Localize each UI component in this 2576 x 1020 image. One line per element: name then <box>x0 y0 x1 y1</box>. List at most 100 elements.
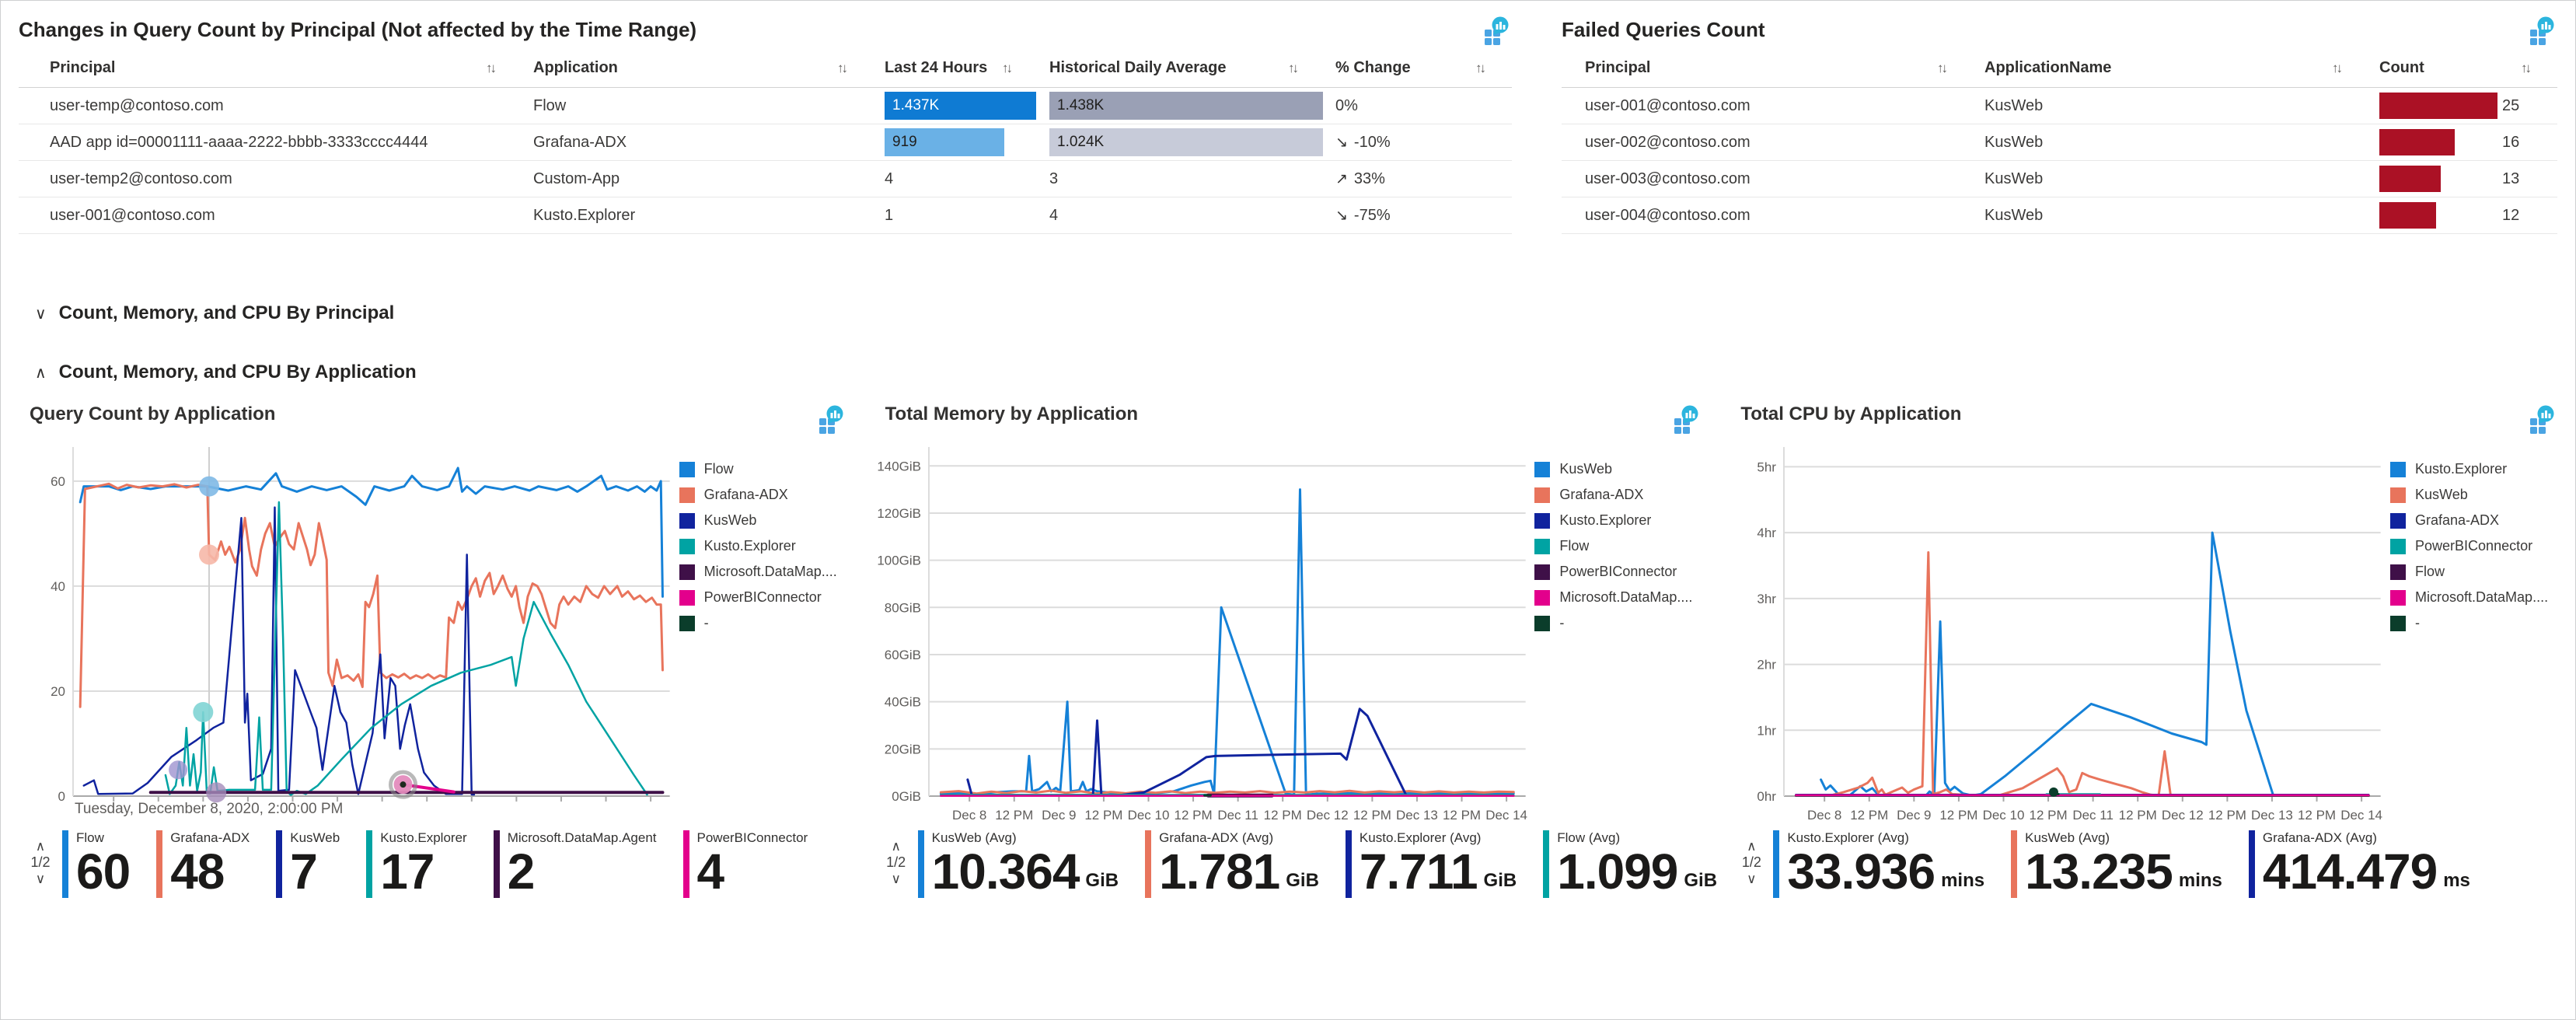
cell-hist-avg: 1.438K <box>1038 92 1325 120</box>
explore-query-icon[interactable] <box>814 403 846 436</box>
change-value: 0% <box>1335 96 1358 114</box>
col-application[interactable]: Application ↑↓ <box>522 59 874 77</box>
charts-row: Query Count by Application 0 20 40 60 Flow Gr… <box>1 383 2575 899</box>
chart-title: Query Count by Application <box>30 403 276 424</box>
failed-table-body: user-001@contoso.com KusWeb 25 user-002@con… <box>1562 88 2557 234</box>
sort-icon[interactable]: ↑↓ <box>2332 60 2343 75</box>
stat-unit: GiB <box>1684 870 1718 892</box>
legend-item[interactable]: Grafana-ADX <box>679 487 846 503</box>
x-tick-label: Dec 10 <box>1983 808 2025 823</box>
stat-color-bar <box>493 830 500 899</box>
y-tick-label: 0GiB <box>892 789 921 804</box>
cell-last24: 1.437K <box>874 92 1038 120</box>
stat-label: Flow <box>76 830 104 845</box>
section-by-application[interactable]: ∧ Count, Memory, and CPU By Application <box>1 362 2575 383</box>
legend-item[interactable]: PowerBIConnector <box>1534 564 1702 580</box>
x-tick-label: Dec 14 <box>1485 808 1527 823</box>
sort-icon[interactable]: ↑↓ <box>2521 60 2532 75</box>
legend-item[interactable]: Flow <box>679 461 846 477</box>
section-by-principal[interactable]: ∨ Count, Memory, and CPU By Principal <box>1 302 2575 324</box>
y-tick-label: 20GiB <box>884 742 920 756</box>
x-tick-label: Dec 9 <box>1042 808 1076 823</box>
legend-item[interactable]: PowerBIConnector <box>2390 538 2557 554</box>
legend-label: - <box>1559 615 1565 631</box>
sort-icon[interactable]: ↑↓ <box>1475 60 1486 75</box>
legend-item[interactable]: Kusto.Explorer <box>1534 512 1702 529</box>
legend-item[interactable]: Kusto.Explorer <box>679 538 846 554</box>
chart-legend: Flow Grafana-ADX KusWeb Kusto.Explorer Micro… <box>679 435 846 827</box>
chart-plot[interactable]: 0 20 40 60 <box>19 435 679 827</box>
legend-item[interactable]: - <box>679 615 846 631</box>
page-down-button[interactable]: ∨ <box>35 872 46 886</box>
sort-icon[interactable]: ↑↓ <box>1288 60 1299 75</box>
col-pct-change[interactable]: % Change ↑↓ <box>1325 59 1512 77</box>
legend-item[interactable]: KusWeb <box>679 512 846 529</box>
stat-value-row: 7 <box>290 845 340 898</box>
legend-item[interactable]: Microsoft.DataMap.... <box>1534 589 1702 606</box>
x-tick-label: 12 PM <box>1263 808 1301 823</box>
sort-icon[interactable]: ↑↓ <box>837 60 848 75</box>
legend-item[interactable]: Microsoft.DataMap.... <box>2390 589 2557 606</box>
col-principal[interactable]: Principal ↑↓ <box>1562 59 1974 77</box>
table-row: user-001@contoso.com Kusto.Explorer 1 4 ↘ -75… <box>19 197 1512 234</box>
sort-icon[interactable]: ↑↓ <box>1002 60 1013 75</box>
page-down-button[interactable]: ∨ <box>891 872 901 886</box>
stat-tile: Kusto.Explorer (Avg) 33.936 mins <box>1773 830 1984 899</box>
col-last24[interactable]: Last 24 Hours ↑↓ <box>874 59 1038 77</box>
legend-item[interactable]: KusWeb <box>1534 461 1702 477</box>
legend-swatch <box>679 461 695 477</box>
page-indicator: 1/2 <box>30 854 51 870</box>
stat-content: Grafana-ADX 48 <box>170 830 250 898</box>
legend-item[interactable]: - <box>1534 615 1702 631</box>
legend-item[interactable]: Flow <box>2390 564 2557 580</box>
legend-item[interactable]: KusWeb <box>2390 487 2557 503</box>
page-down-button[interactable]: ∨ <box>1747 872 1757 886</box>
legend-item[interactable]: PowerBIConnector <box>679 589 846 606</box>
sort-icon[interactable]: ↑↓ <box>1937 60 1948 75</box>
chevron-up-icon[interactable]: ∧ <box>35 364 47 382</box>
page-up-button[interactable]: ∧ <box>1747 839 1757 854</box>
series-KusWeb <box>1829 551 2371 797</box>
data-marker <box>193 701 214 722</box>
explore-query-icon[interactable] <box>2525 15 2557 47</box>
page-up-button[interactable]: ∧ <box>35 839 46 854</box>
chart-canvas[interactable]: 0 20 40 60 <box>19 435 679 827</box>
legend-label: Kusto.Explorer <box>1559 512 1652 528</box>
col-application-name[interactable]: ApplicationName ↑↓ <box>1974 59 2368 77</box>
legend-item[interactable]: Flow <box>1534 538 1702 554</box>
page-up-button[interactable]: ∧ <box>891 839 901 854</box>
series-Kusto.Explorer <box>164 501 648 796</box>
explore-query-icon[interactable] <box>1479 15 1512 47</box>
col-label: Historical Daily Average <box>1049 59 1227 76</box>
legend-swatch <box>679 615 695 631</box>
chart-plot[interactable]: 0hr 1hr 2hr 3hr 4hr 5hr Dec 8 12 PM Dec 9 12 PM De… <box>1730 435 2390 827</box>
col-count[interactable]: Count ↑↓ <box>2368 59 2557 77</box>
chart-plot[interactable]: 0GiB 20GiB 40GiB 60GiB 80GiB 100GiB 120GiB 140G… <box>874 435 1535 827</box>
stat-label: KusWeb (Avg) <box>2025 830 2110 845</box>
stats-row: ∧ 1/2 ∨ Kusto.Explorer (Avg) 33.936 mins KusWe… <box>1730 830 2557 899</box>
y-tick-label: 40GiB <box>884 695 920 710</box>
chart-canvas[interactable]: 0hr 1hr 2hr 3hr 4hr 5hr Dec 8 12 PM Dec 9 12 PM De… <box>1730 435 2390 827</box>
legend-swatch <box>1534 461 1551 477</box>
explore-query-icon[interactable] <box>1669 403 1702 436</box>
col-principal[interactable]: Principal ↑↓ <box>19 59 522 77</box>
stat-color-bar <box>1773 830 1780 899</box>
sort-icon[interactable]: ↑↓ <box>486 60 497 75</box>
legend-item[interactable]: Grafana-ADX <box>1534 487 1702 503</box>
chevron-down-icon[interactable]: ∨ <box>35 305 47 323</box>
chart-canvas[interactable]: 0GiB 20GiB 40GiB 60GiB 80GiB 100GiB 120GiB 140G… <box>874 435 1535 827</box>
failed-card-title: Failed Queries Count <box>1562 18 1765 41</box>
legend-item[interactable]: Microsoft.DataMap.... <box>679 564 846 580</box>
series-KusWeb <box>82 506 476 796</box>
legend-item[interactable]: - <box>2390 615 2557 631</box>
legend-swatch <box>2390 461 2407 477</box>
cell-last24: 1 <box>885 206 894 224</box>
explore-query-icon[interactable] <box>2525 403 2557 436</box>
stat-value: 60 <box>76 844 131 899</box>
legend-item[interactable]: Grafana-ADX <box>2390 512 2557 529</box>
legend-item[interactable]: Kusto.Explorer <box>2390 461 2557 477</box>
legend-label: Kusto.Explorer <box>703 538 796 554</box>
table-row: user-001@contoso.com KusWeb 25 <box>1562 88 2557 124</box>
col-hist-avg[interactable]: Historical Daily Average ↑↓ <box>1038 59 1325 77</box>
cell-application-name: KusWeb <box>1984 133 2044 151</box>
